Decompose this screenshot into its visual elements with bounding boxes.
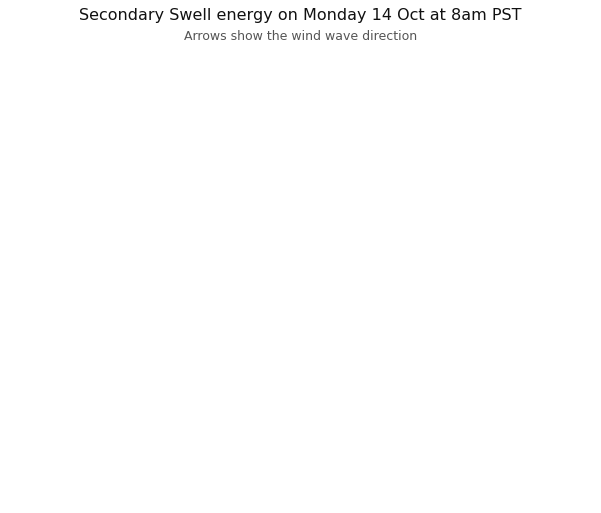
Text: Secondary Swell energy on Monday 14 Oct at 8am PST: Secondary Swell energy on Monday 14 Oct … xyxy=(79,8,522,23)
Text: Cartopy required for map rendering: Cartopy required for map rendering xyxy=(176,273,425,287)
Text: Arrows show the wind wave direction: Arrows show the wind wave direction xyxy=(184,30,417,43)
